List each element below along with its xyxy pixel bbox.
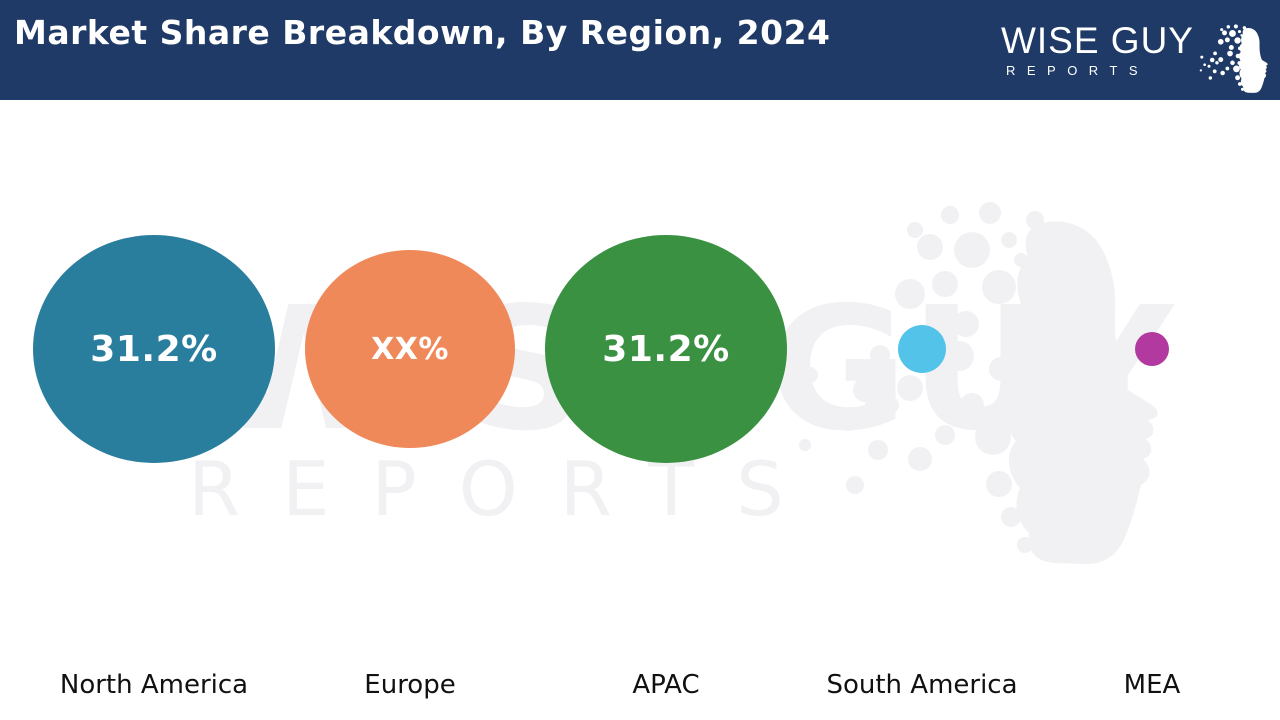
logo-text: WISE GUY REPORTS xyxy=(1001,22,1194,78)
wiseguy-logo: WISE GUY REPORTS xyxy=(1001,0,1272,100)
bubble-mea xyxy=(1135,332,1169,366)
bubble-value-label-europe: XX% xyxy=(371,331,449,367)
header-bar: Market Share Breakdown, By Region, 2024 … xyxy=(0,0,1280,100)
page-title: Market Share Breakdown, By Region, 2024 xyxy=(14,13,831,52)
bubble-value-label-north-america: 31.2% xyxy=(90,328,218,370)
bubble-north-america: 31.2% xyxy=(33,235,275,463)
category-label-apac: APAC xyxy=(632,670,700,700)
watermark-subtext: REPORTS xyxy=(188,445,826,533)
logo-subtext: REPORTS xyxy=(1005,63,1150,78)
category-label-mea: MEA xyxy=(1123,670,1181,700)
bubble-europe: XX% xyxy=(305,250,515,448)
category-label-north-america: North America xyxy=(59,670,249,700)
category-label-europe: Europe xyxy=(364,670,456,700)
bubble-value-label-apac: 31.2% xyxy=(602,328,730,370)
logo-face-icon xyxy=(1196,6,1272,95)
logo-wordmark: WISE GUY xyxy=(1000,20,1194,61)
bubble-south-america xyxy=(898,325,946,373)
category-label-south-america: South America xyxy=(826,670,1018,700)
bubble-apac: 31.2% xyxy=(545,235,787,463)
